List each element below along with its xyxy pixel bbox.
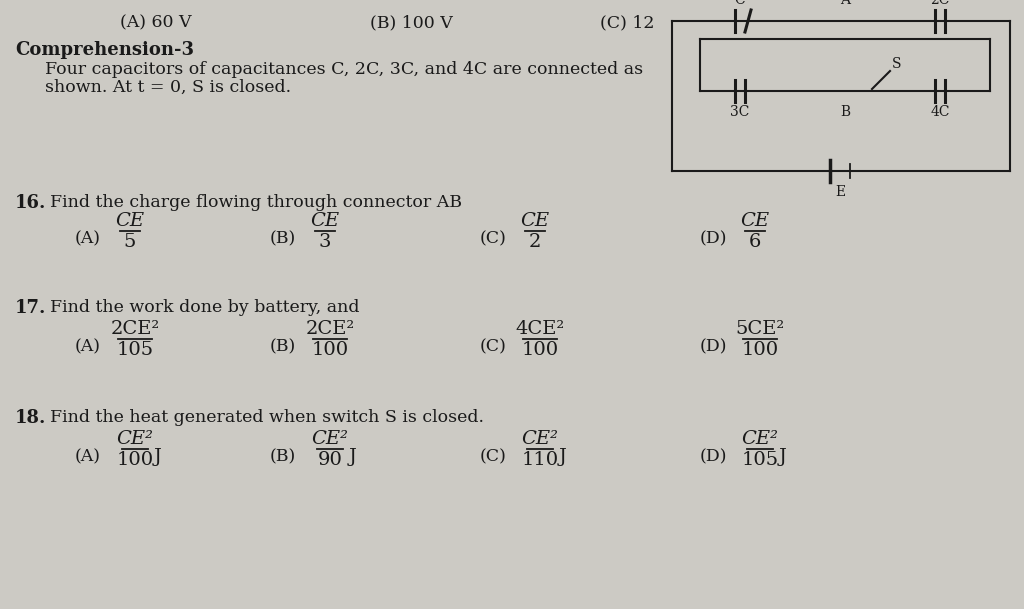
- Text: 6: 6: [749, 233, 761, 251]
- Text: (A) 60 V: (A) 60 V: [120, 14, 191, 31]
- Text: 2: 2: [528, 233, 542, 251]
- Text: CE²: CE²: [741, 430, 778, 448]
- Text: CE: CE: [740, 212, 770, 230]
- Text: (A): (A): [75, 448, 101, 465]
- Text: (B): (B): [270, 339, 296, 356]
- Text: E: E: [835, 185, 845, 199]
- Text: (D): (D): [700, 230, 727, 247]
- Text: (B): (B): [270, 230, 296, 247]
- Text: CE: CE: [116, 212, 144, 230]
- Text: 3: 3: [318, 233, 331, 251]
- Text: 16.: 16.: [15, 194, 46, 212]
- Text: 17.: 17.: [15, 299, 46, 317]
- Text: shown. At t = 0, S is closed.: shown. At t = 0, S is closed.: [45, 79, 291, 96]
- Text: (C): (C): [480, 230, 507, 247]
- Text: CE²: CE²: [117, 430, 154, 448]
- Text: Find the charge flowing through connector AB: Find the charge flowing through connecto…: [50, 194, 462, 211]
- Text: 105: 105: [117, 341, 154, 359]
- Text: (C) 12: (C) 12: [600, 14, 654, 31]
- Text: 100: 100: [117, 451, 154, 469]
- Text: Four capacitors of capacitances C, 2C, 3C, and 4C are connected as: Four capacitors of capacitances C, 2C, 3…: [45, 61, 643, 78]
- Text: 105: 105: [741, 451, 778, 469]
- Text: 5CE²: 5CE²: [735, 320, 784, 338]
- Text: CE²: CE²: [311, 430, 348, 448]
- Text: 110: 110: [521, 451, 558, 469]
- Text: A: A: [840, 0, 850, 7]
- Text: CE: CE: [310, 212, 340, 230]
- Text: (D): (D): [700, 448, 727, 465]
- Text: (B) 100 V: (B) 100 V: [370, 14, 453, 31]
- Text: (A): (A): [75, 339, 101, 356]
- Text: S: S: [892, 57, 901, 71]
- Text: 4C: 4C: [930, 105, 949, 119]
- Text: (C): (C): [480, 339, 507, 356]
- Text: 100: 100: [311, 341, 348, 359]
- Text: 2CE²: 2CE²: [111, 320, 160, 338]
- Text: C: C: [734, 0, 745, 7]
- Text: Comprehension-3: Comprehension-3: [15, 41, 194, 59]
- Text: 5: 5: [124, 233, 136, 251]
- Text: B: B: [840, 105, 850, 119]
- Text: 100: 100: [521, 341, 558, 359]
- Text: 2C: 2C: [931, 0, 949, 7]
- Text: 3C: 3C: [730, 105, 750, 119]
- Text: CE²: CE²: [521, 430, 558, 448]
- Text: J: J: [559, 448, 566, 466]
- Text: J: J: [154, 448, 162, 466]
- Text: 2CE²: 2CE²: [305, 320, 354, 338]
- Text: 18.: 18.: [15, 409, 46, 427]
- Text: (C): (C): [480, 448, 507, 465]
- Text: Find the heat generated when switch S is closed.: Find the heat generated when switch S is…: [50, 409, 484, 426]
- Text: J: J: [778, 448, 786, 466]
- Text: (A): (A): [75, 230, 101, 247]
- Text: (B): (B): [270, 448, 296, 465]
- Text: CE: CE: [520, 212, 550, 230]
- Text: Find the work done by battery, and: Find the work done by battery, and: [50, 299, 359, 316]
- Text: (D): (D): [700, 339, 727, 356]
- Text: 90: 90: [317, 451, 342, 469]
- Text: 4CE²: 4CE²: [515, 320, 564, 338]
- Text: J: J: [348, 448, 356, 466]
- Text: 100: 100: [741, 341, 778, 359]
